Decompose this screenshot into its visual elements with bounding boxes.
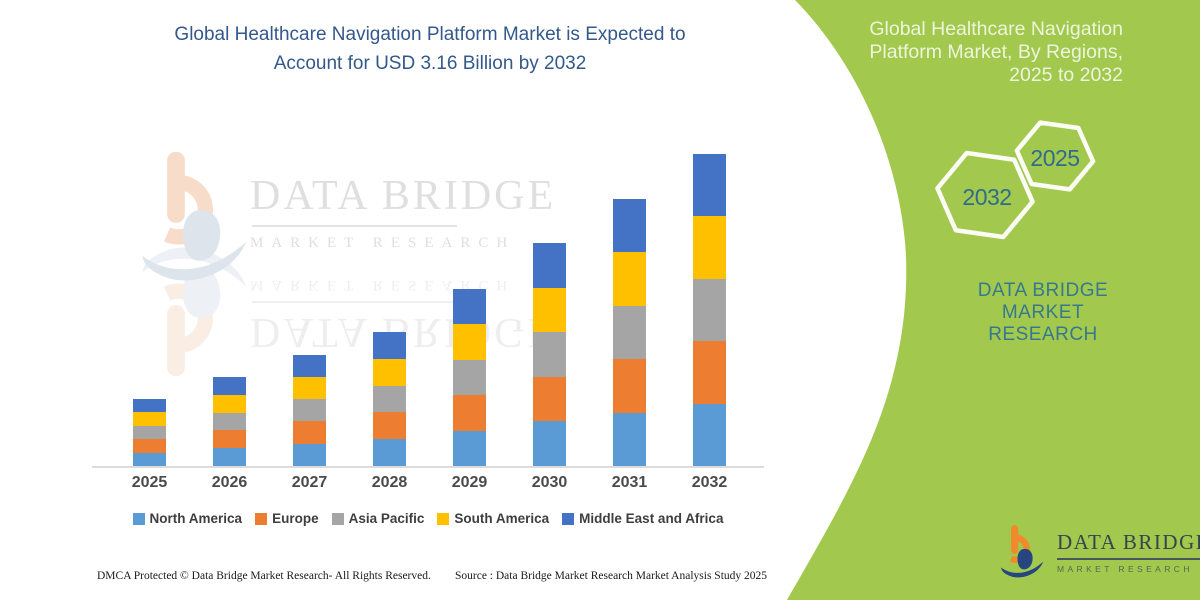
bar-segment-2030-europe: [533, 376, 566, 422]
bar-segment-2025-south-america: [133, 412, 166, 426]
bar-segment-2027-middle-east-and-africa: [293, 354, 326, 377]
legend: North America Europe Asia Pacific South Ame…: [92, 511, 764, 526]
bar-segment-2026-north-america: [213, 448, 246, 466]
bar-segment-2031-north-america: [613, 412, 646, 466]
brand-logo-text: DATA BRIDGE MARKET RESEARCH: [1057, 530, 1200, 574]
bar-segment-2032-north-america: [693, 403, 726, 466]
bar-segment-2032-asia-pacific: [693, 278, 726, 342]
bar-segment-2029-europe: [453, 395, 486, 431]
bar-segment-2025-europe: [133, 439, 166, 453]
bar-segment-2026-asia-pacific: [213, 412, 246, 431]
x-axis-label-2030: 2030: [531, 474, 568, 491]
bar-2030: [533, 243, 566, 466]
legend-swatch-south-america: [437, 512, 450, 525]
bar-segment-2027-europe: [293, 421, 326, 444]
x-axis-label-2026: 2026: [211, 474, 248, 491]
bar-segment-2030-asia-pacific: [533, 332, 566, 377]
bar-segment-2030-north-america: [533, 421, 566, 466]
panel-heading-line1: Global Healthcare Navigation: [869, 18, 1123, 40]
legend-swatch-asia-pacific: [331, 512, 344, 525]
bar-2031: [613, 198, 646, 466]
stacked-bar-plot: [92, 146, 764, 468]
x-axis-labels: 2025 2026 2027 2028 2029 2030 2031 2032: [92, 474, 764, 496]
bar-segment-2028-middle-east-and-africa: [373, 332, 406, 359]
hex-year-2025: 2025: [1030, 145, 1080, 171]
bar-segment-2026-middle-east-and-africa: [213, 377, 246, 395]
x-axis-label-2029: 2029: [451, 474, 488, 491]
panel-brand-text: DATA BRIDGE MARKET RESEARCH: [938, 280, 1148, 346]
panel-brand-line2: RESEARCH: [988, 324, 1098, 345]
hex-year-2032: 2032: [962, 184, 1012, 210]
bar-segment-2027-south-america: [293, 376, 326, 400]
bar-segment-2031-middle-east-and-africa: [613, 198, 646, 252]
legend-swatch-europe: [255, 512, 268, 525]
bar-segment-2027-north-america: [293, 443, 326, 466]
chart-title: Global Healthcare Navigation Platform Ma…: [95, 20, 765, 78]
bar-segment-2029-middle-east-and-africa: [453, 288, 486, 324]
bar-segment-2029-north-america: [453, 430, 486, 466]
footer-copyright: DMCA Protected © Data Bridge Market Rese…: [97, 570, 431, 582]
chart-title-line1: Global Healthcare Navigation Platform Ma…: [174, 24, 686, 45]
bar-segment-2028-asia-pacific: [373, 385, 406, 413]
panel-heading-line3: 2025 to 2032: [1009, 64, 1123, 86]
panel-heading-line2: Platform Market, By Regions,: [869, 41, 1123, 63]
bar-segment-2032-middle-east-and-africa: [693, 154, 726, 217]
legend-item-asia-pacific: Asia Pacific: [331, 511, 425, 526]
legend-item-north-america: North America: [132, 511, 243, 526]
panel-heading: Global Healthcare Navigation Platform Ma…: [813, 18, 1123, 87]
bar-2029: [453, 288, 486, 466]
legend-item-europe: Europe: [255, 511, 319, 526]
bar-2028: [373, 332, 406, 466]
bar-segment-2025-north-america: [133, 452, 166, 466]
legend-label-middle-east-and-africa: Middle East and Africa: [579, 511, 724, 526]
bar-segment-2028-north-america: [373, 439, 406, 466]
x-axis-label-2032: 2032: [691, 474, 728, 491]
legend-label-asia-pacific: Asia Pacific: [348, 511, 425, 526]
bar-segment-2031-asia-pacific: [613, 305, 646, 359]
x-axis-label-2025: 2025: [131, 474, 168, 491]
legend-swatch-middle-east-and-africa: [562, 512, 575, 525]
bar-2026: [213, 377, 246, 466]
footer-source: Source : Data Bridge Market Research Mar…: [455, 570, 768, 582]
bar-segment-2026-europe: [213, 430, 246, 449]
bar-segment-2032-europe: [693, 341, 726, 404]
bar-segment-2029-south-america: [453, 324, 486, 360]
bar-2032: [693, 154, 726, 466]
bar-segment-2029-asia-pacific: [453, 359, 486, 395]
bar-segment-2025-asia-pacific: [133, 425, 166, 440]
bar-segment-2032-south-america: [693, 216, 726, 279]
x-axis-label-2028: 2028: [371, 474, 408, 491]
x-axis-label-2031: 2031: [611, 474, 648, 491]
bar-segment-2028-south-america: [373, 358, 406, 386]
legend-label-europe: Europe: [272, 511, 319, 526]
legend-label-south-america: South America: [454, 511, 550, 526]
bar-segment-2030-south-america: [533, 287, 566, 333]
panel-brand-line1: DATA BRIDGE MARKET: [977, 280, 1109, 323]
legend-item-middle-east-and-africa: Middle East and Africa: [562, 511, 723, 526]
bar-2025: [133, 399, 166, 466]
chart-title-line2: Account for USD 3.16 Billion by 2032: [273, 53, 587, 74]
bar-segment-2031-south-america: [613, 252, 646, 306]
x-axis-label-2027: 2027: [291, 474, 328, 491]
bar-segment-2031-europe: [613, 359, 646, 413]
bar-segment-2030-middle-east-and-africa: [533, 243, 566, 288]
legend-swatch-north-america: [132, 512, 145, 525]
hexagons-graphic: [935, 120, 1096, 240]
brand-logo-name: DATA BRIDGE: [1057, 530, 1200, 560]
bar-segment-2027-asia-pacific: [293, 399, 326, 422]
data-bridge-logo-icon: [1000, 525, 1044, 578]
legend-label-north-america: North America: [149, 511, 243, 526]
legend-item-south-america: South America: [437, 511, 549, 526]
brand-logo-sub: MARKET RESEARCH: [1057, 564, 1193, 574]
brand-logo: DATA BRIDGE MARKET RESEARCH: [1000, 524, 1200, 580]
bar-segment-2026-south-america: [213, 394, 246, 413]
bar-segment-2028-europe: [373, 412, 406, 440]
bar-segment-2025-middle-east-and-africa: [133, 399, 166, 413]
bar-2027: [293, 354, 326, 466]
